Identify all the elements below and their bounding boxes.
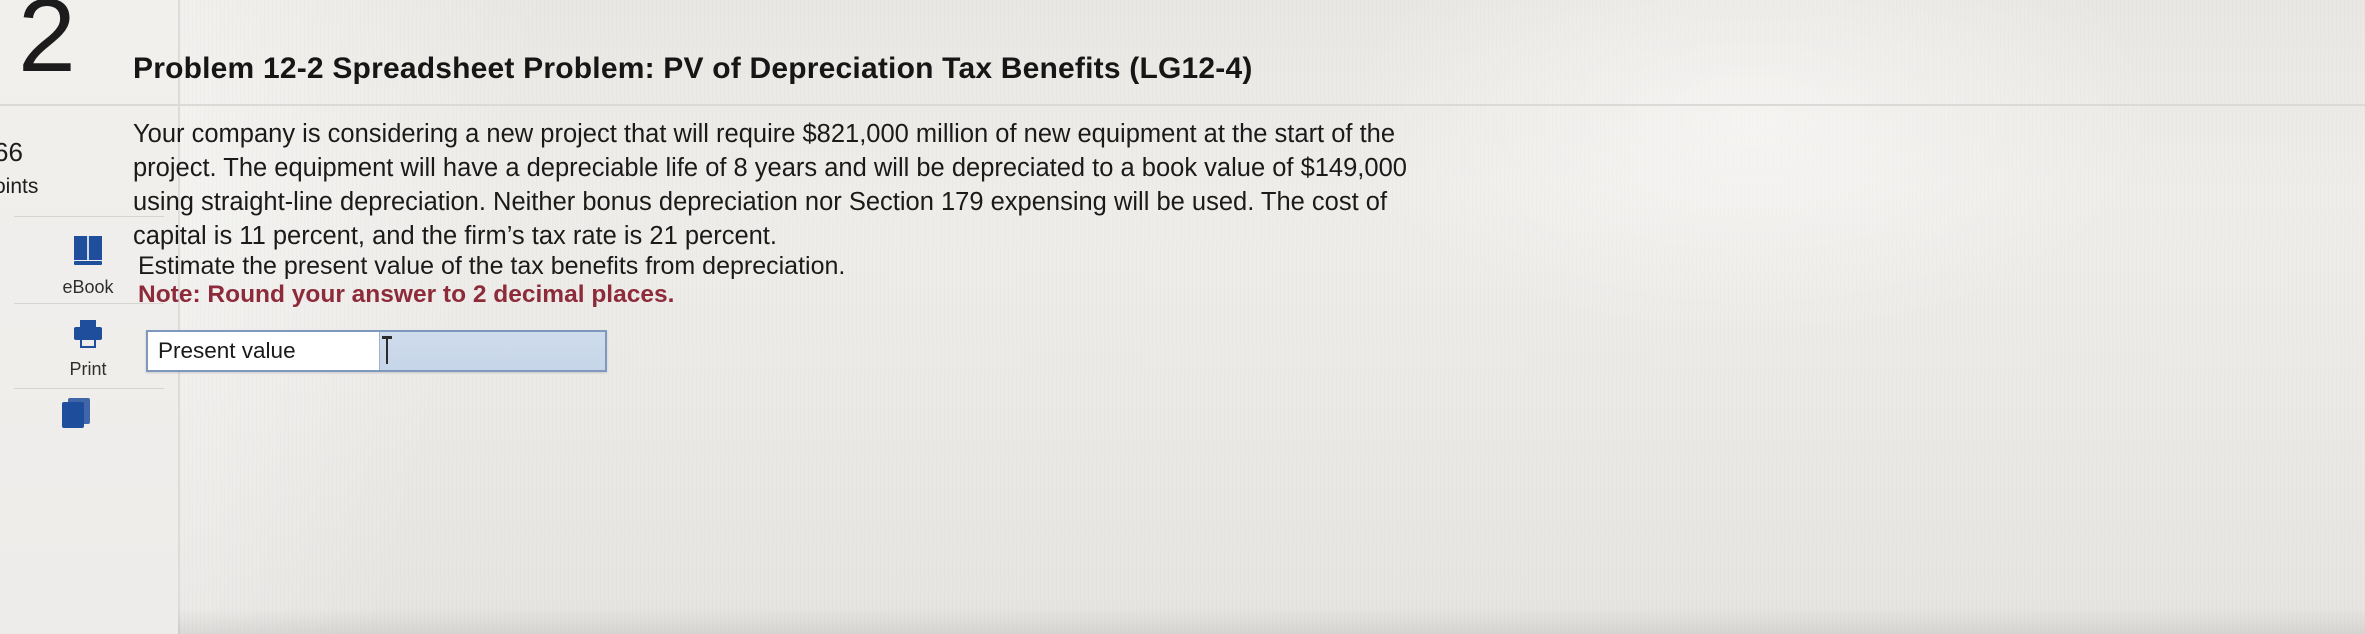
header-divider — [0, 104, 2365, 106]
rounding-note: Note: Round your answer to 2 decimal pla… — [138, 281, 675, 308]
sidebar-divider-2 — [14, 303, 164, 304]
sidebar-divider-1 — [14, 216, 164, 217]
problem-body-text: Your company is considering a new projec… — [133, 120, 1407, 250]
sidebar-item-ebook[interactable]: eBook — [18, 234, 158, 298]
answer-label: Present value — [148, 332, 380, 370]
references-icon — [60, 398, 98, 434]
points-label: oints — [0, 175, 39, 198]
sidebar-item-ebook-label: eBook — [62, 277, 114, 297]
points-value: 66 — [0, 137, 23, 167]
question-sidebar: 2 66 oints eBook Print — [0, 0, 180, 634]
printer-icon — [18, 318, 158, 355]
book-icon — [18, 234, 158, 273]
answer-row: Present value — [146, 330, 607, 372]
sidebar-item-print-label: Print — [69, 359, 107, 379]
sidebar-item-references[interactable] — [60, 398, 98, 435]
text-caret — [382, 336, 392, 364]
question-number: 2 — [18, 0, 76, 94]
problem-prompt: Estimate the present value of the tax be… — [138, 252, 846, 280]
sidebar-item-print[interactable]: Print — [18, 318, 158, 380]
page-title: Problem 12-2 Spreadsheet Problem: PV of … — [133, 52, 1253, 85]
sidebar-divider-3 — [14, 388, 164, 389]
present-value-input[interactable] — [380, 332, 605, 370]
